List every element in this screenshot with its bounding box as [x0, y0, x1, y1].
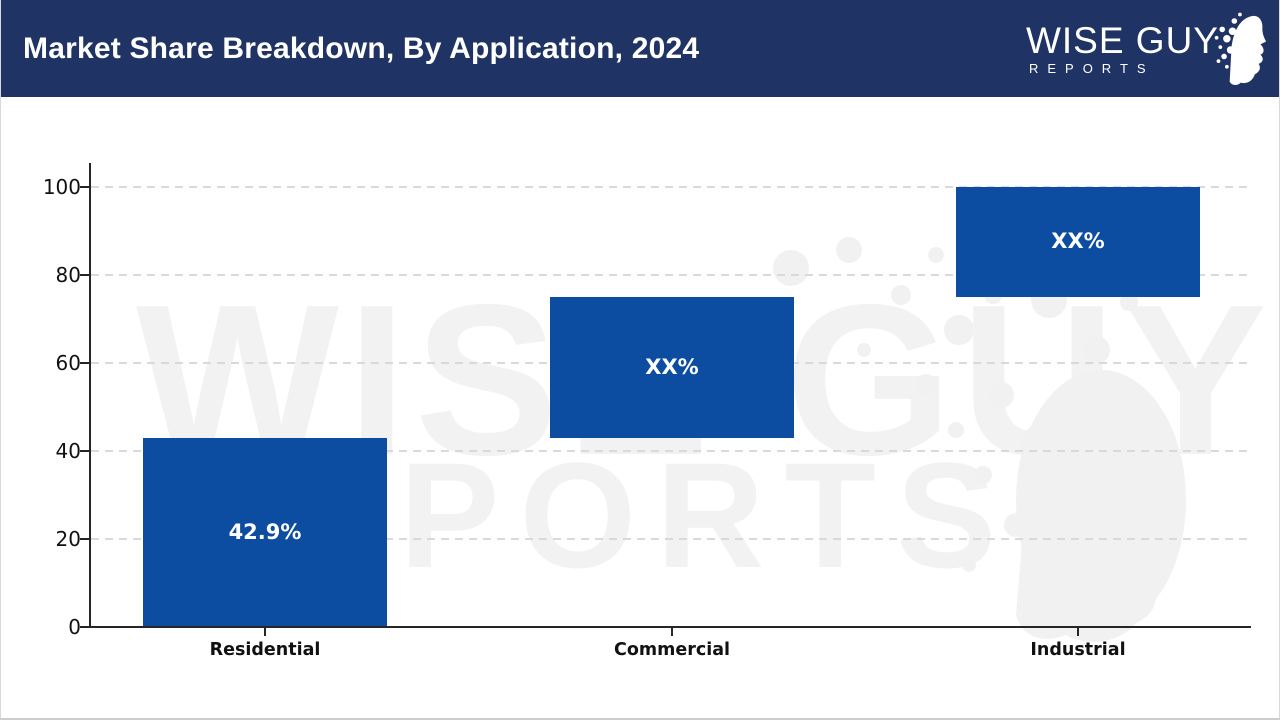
x-axis-category-label: Commercial [613, 640, 730, 660]
wiseguy-logo: WISE GUY REPORTS [1026, 6, 1267, 92]
y-axis-tick-label: 100 [42, 175, 81, 199]
wiseguy-face-icon [1214, 12, 1267, 85]
bar-value-label: XX% [1051, 229, 1105, 253]
chart-title: Market Share Breakdown, By Application, … [23, 31, 700, 65]
x-axis-tick-mark [671, 628, 673, 636]
bar-industrial [956, 187, 1200, 297]
logo-wordmark: WISE GUY [1025, 19, 1219, 61]
bar-value-label: XX% [645, 354, 699, 379]
gridline-40 [91, 450, 1251, 452]
bar-commercial [550, 297, 794, 439]
y-axis-tick-mark [80, 186, 89, 188]
x-axis-category-label: Residential [209, 640, 321, 660]
x-axis-tick-mark [264, 628, 266, 636]
y-axis-tick-label: 40 [55, 439, 81, 463]
y-axis-tick-label: 0 [68, 615, 81, 639]
watermark-face-icon [773, 237, 1186, 642]
bar-residential [143, 438, 387, 627]
logo-text: WISE GUY REPORTS [1025, 19, 1219, 77]
y-axis-line [89, 163, 91, 628]
gridline-100 [91, 186, 1251, 188]
x-axis-line [89, 626, 1251, 628]
y-axis-tick-label: 60 [55, 351, 81, 375]
gridline-20 [91, 538, 1251, 540]
y-axis-tick-mark [80, 538, 89, 540]
y-axis-tick-mark [80, 450, 89, 452]
y-axis-tick-mark [80, 362, 89, 364]
header-bar: Market Share Breakdown, By Application, … [1, 0, 1279, 97]
y-axis-tick-label: 20 [55, 527, 81, 551]
y-axis-tick-mark [80, 274, 89, 276]
bar-value-label: 42.9% [228, 519, 302, 544]
gridline-80 [91, 274, 1251, 276]
y-axis-tick-mark [80, 626, 89, 628]
x-axis-category-label: Industrial [1030, 640, 1126, 660]
logo-subtitle: REPORTS [1028, 61, 1155, 77]
y-axis-tick-label: 80 [55, 263, 81, 287]
x-axis-tick-mark [1077, 628, 1079, 636]
